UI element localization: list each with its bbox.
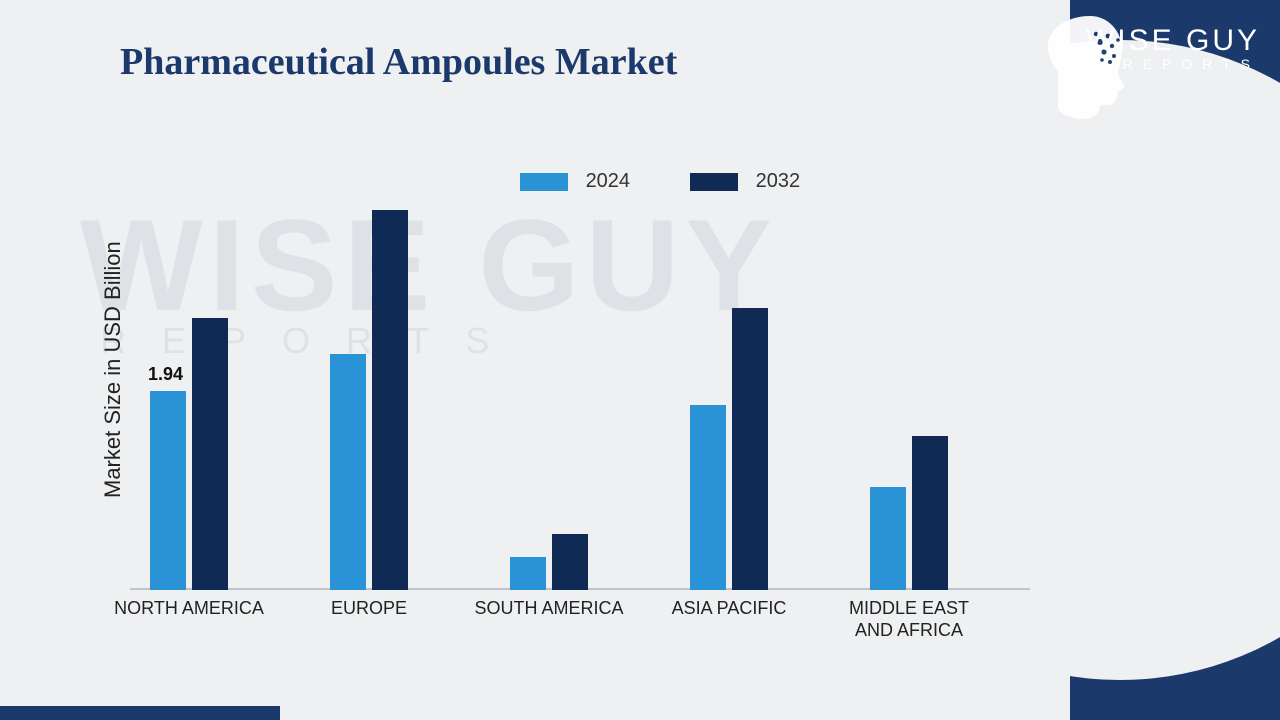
legend: 2024 2032 — [520, 170, 800, 193]
legend-label-2024: 2024 — [586, 170, 631, 192]
bar-group: NORTH AMERICA — [150, 318, 228, 590]
category-label: ASIA PACIFIC — [649, 590, 809, 620]
bar-2032 — [552, 534, 588, 590]
bar-group: EUROPE — [330, 210, 408, 590]
bar-2032 — [912, 436, 948, 590]
bar-2024 — [150, 391, 186, 590]
legend-swatch-2032 — [690, 173, 738, 191]
y-axis-label: Market Size in USD Billion — [100, 170, 124, 570]
bar-group: SOUTH AMERICA — [510, 534, 588, 590]
category-label: NORTH AMERICA — [109, 590, 269, 620]
logo-main-text: WISE GUY — [1086, 24, 1260, 58]
category-label: EUROPE — [289, 590, 449, 620]
logo-sub-text: REPORTS — [1086, 56, 1260, 72]
bar-2024 — [870, 487, 906, 590]
bar-2032 — [732, 308, 768, 590]
legend-item-2032: 2032 — [690, 170, 800, 193]
page-root: WISE GUY REPORTS WISE GUY REPORTS Pharma… — [0, 0, 1280, 720]
chart-title: Pharmaceutical Ampoules Market — [120, 40, 677, 84]
legend-label-2032: 2032 — [756, 170, 801, 192]
bar-2024 — [690, 405, 726, 590]
bar-group: MIDDLE EAST AND AFRICA — [870, 436, 948, 590]
bar-2032 — [192, 318, 228, 590]
bar-2032 — [372, 210, 408, 590]
bar-chart: NORTH AMERICA1.94 EUROPE SOUTH AMERICA ASIA… — [130, 200, 1030, 590]
category-label: SOUTH AMERICA — [469, 590, 629, 620]
category-label: MIDDLE EAST AND AFRICA — [829, 590, 989, 641]
legend-item-2024: 2024 — [520, 170, 630, 193]
bar-value-label: 1.94 — [148, 364, 183, 385]
bar-2024 — [330, 354, 366, 590]
legend-swatch-2024 — [520, 173, 568, 191]
bar-2024 — [510, 557, 546, 590]
bar-group: ASIA PACIFIC — [690, 308, 768, 590]
brand-logo: WISE GUY REPORTS — [1086, 24, 1260, 72]
footer-accent-bar — [0, 706, 280, 720]
